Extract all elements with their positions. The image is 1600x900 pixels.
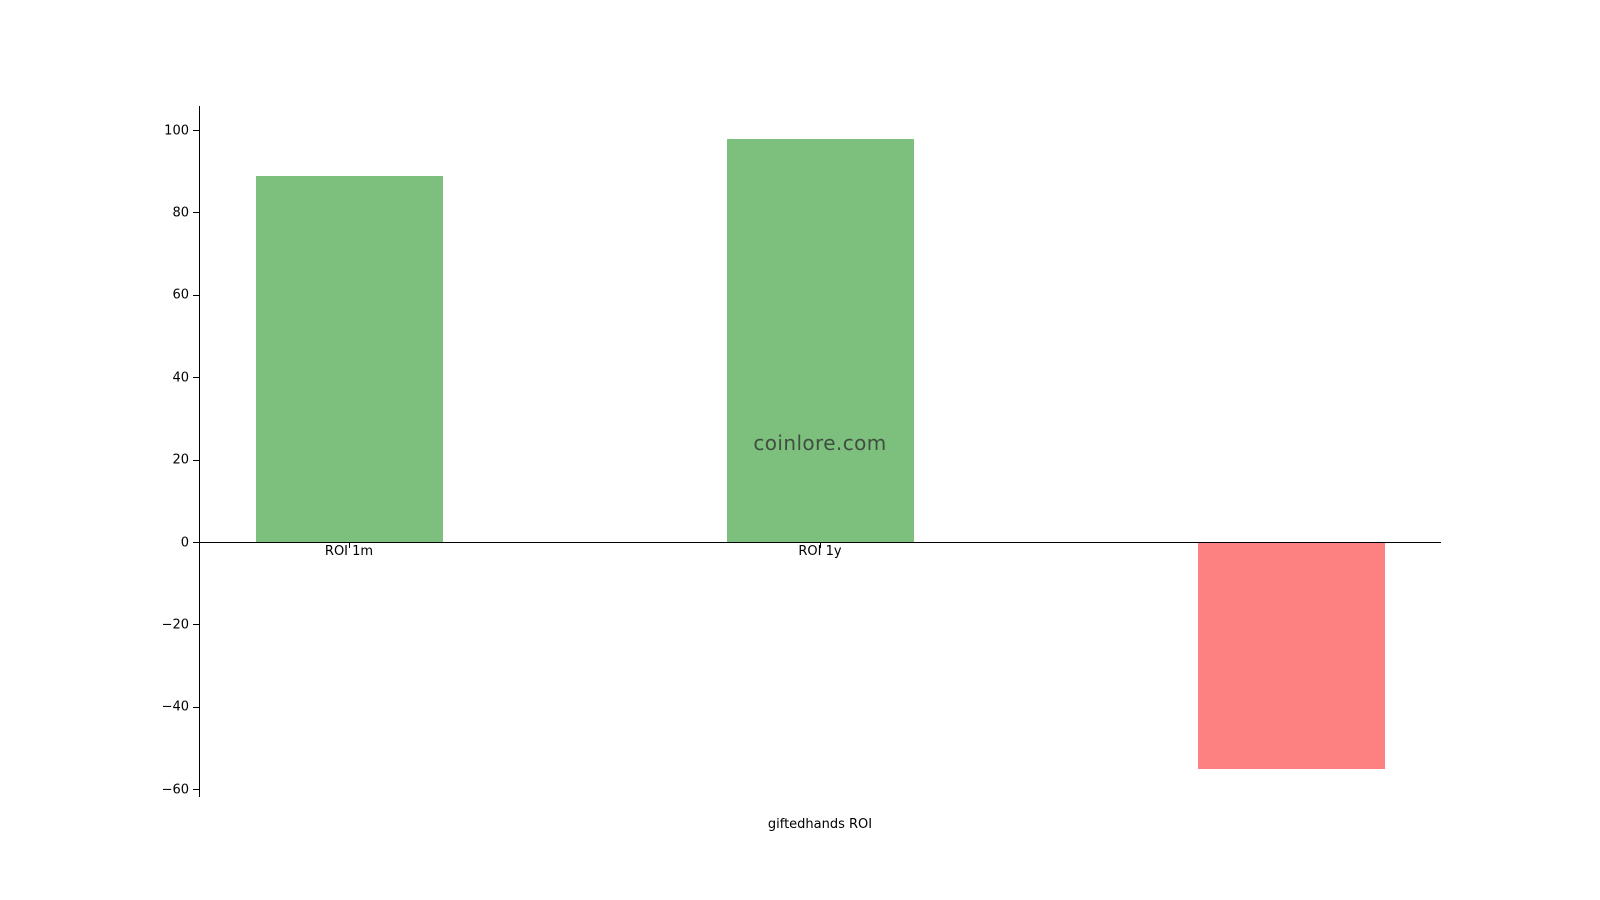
y-tick-label: 0 <box>180 535 189 550</box>
y-tick-mark <box>193 377 199 379</box>
y-axis-spine <box>199 106 200 797</box>
bar-negative <box>1197 542 1385 770</box>
y-tick-label: 80 <box>172 205 189 221</box>
y-tick-label: 100 <box>164 123 189 138</box>
y-tick-label: 20 <box>172 452 189 468</box>
y-tick-mark <box>193 624 199 626</box>
x-axis-line <box>199 542 1441 543</box>
x-tick-mark <box>819 542 821 548</box>
x-tick-label: ROI 1m <box>324 543 374 559</box>
x-axis-title: giftedhands ROI <box>767 817 873 832</box>
watermark: coinlore.com <box>753 431 887 455</box>
y-tick-mark <box>193 459 199 461</box>
y-tick-label: −60 <box>161 782 189 798</box>
y-tick-mark <box>193 130 199 131</box>
x-tick-mark <box>348 542 350 548</box>
y-tick-label: −20 <box>161 617 189 633</box>
y-tick-mark <box>193 542 199 543</box>
bar-roi-1y <box>726 138 914 543</box>
bar-roi-1m <box>255 175 443 543</box>
y-tick-mark <box>193 294 199 296</box>
y-tick-mark <box>193 212 199 214</box>
y-tick-label: 40 <box>172 370 189 386</box>
x-tick-label: ROI 1y <box>798 543 842 559</box>
y-tick-mark <box>193 789 199 791</box>
y-tick-label: −40 <box>161 699 189 715</box>
y-tick-label: 60 <box>172 287 189 303</box>
y-tick-mark <box>193 706 199 708</box>
